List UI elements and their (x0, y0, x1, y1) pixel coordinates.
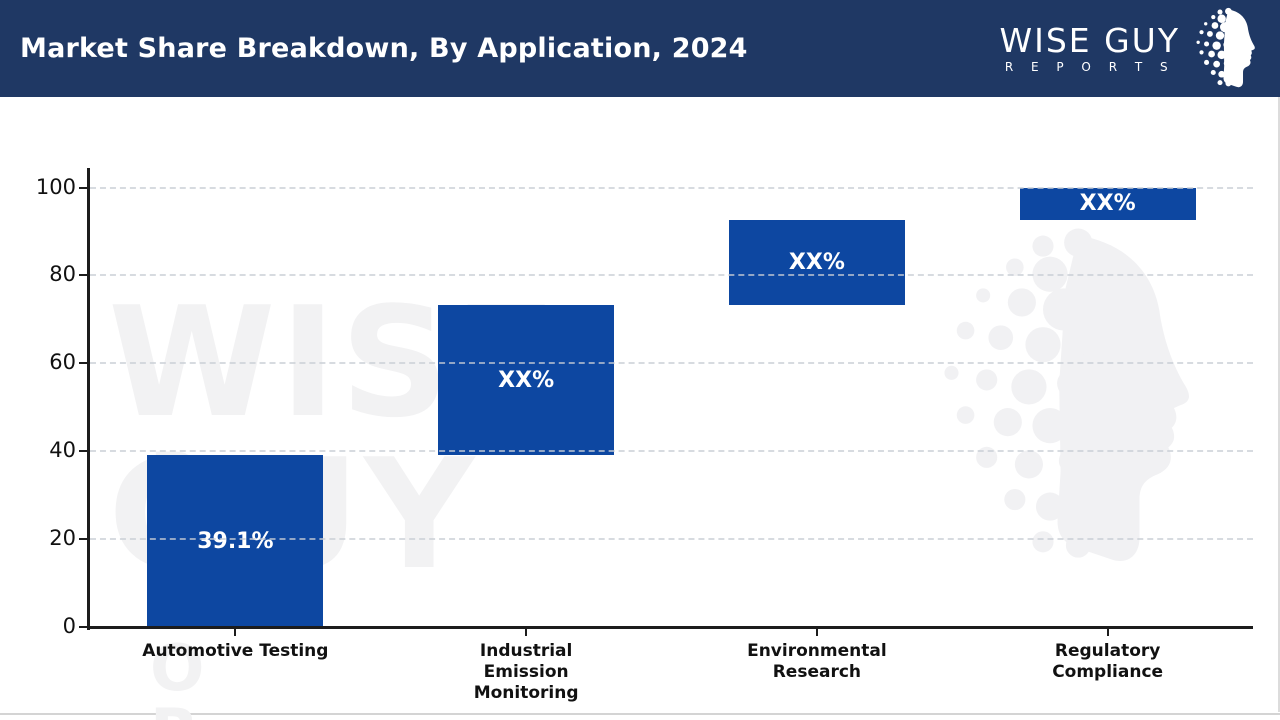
y-tick-60 (79, 362, 88, 365)
x-axis-label-1: Industrial Emission Monitoring (473, 641, 579, 703)
gridline-60 (90, 362, 1253, 365)
gridline-20 (90, 538, 1253, 541)
gridline-40 (90, 450, 1253, 453)
x-tick-3 (1106, 628, 1109, 636)
wiseguy-logo: WISE GUY R E P O R T S (999, 7, 1266, 91)
y-tick-0 (79, 626, 88, 628)
y-tick-label-0: 0 (62, 614, 76, 638)
bar-value-label: XX% (1079, 191, 1136, 217)
x-tick-0 (234, 628, 237, 636)
x-tick-2 (815, 628, 818, 636)
x-axis-label-3: Regulatory Compliance (1052, 641, 1164, 682)
gridline-80 (90, 274, 1253, 277)
gridline-100 (90, 186, 1253, 189)
bar-regulatory: XX% (1019, 187, 1196, 221)
page-title: Market Share Breakdown, By Application, … (20, 33, 748, 64)
logo-face-icon (1196, 7, 1255, 87)
y-tick-20 (79, 538, 88, 541)
bar-value-label: 39.1% (197, 528, 274, 554)
x-axis-label-0: Automotive Testing (142, 641, 329, 661)
y-tick-label-60: 60 (49, 350, 76, 375)
y-axis-line (87, 167, 90, 630)
bottom-border (0, 713, 1280, 715)
logo-wordmark: WISE GUY (999, 20, 1180, 60)
x-tick-1 (525, 628, 528, 636)
y-tick-label-40: 40 (49, 438, 76, 463)
y-tick-label-100: 100 (35, 174, 76, 199)
logo-subtext: R E P O R T S (1004, 59, 1175, 74)
y-tick-label-80: 80 (49, 262, 76, 287)
y-tick-100 (79, 186, 88, 189)
x-axis-label-2: Environmental Research (747, 641, 887, 682)
bar-environmental: XX% (728, 220, 905, 306)
bar-industrial: XX% (438, 305, 615, 456)
y-tick-40 (79, 450, 88, 453)
chart-area: WISE GUY R E P O R T S 02040608010039.1%… (0, 97, 1280, 720)
bar-value-label: XX% (498, 367, 555, 393)
header: Market Share Breakdown, By Application, … (0, 0, 1280, 97)
x-axis-line (87, 626, 1253, 629)
bar-automotive: 39.1% (147, 455, 324, 627)
logo-text: WISE GUY R E P O R T S (999, 24, 1180, 74)
y-tick-80 (79, 274, 88, 277)
bar-value-label: XX% (788, 250, 845, 276)
watermark-face-icon (944, 228, 1189, 562)
y-tick-label-20: 20 (49, 526, 76, 551)
